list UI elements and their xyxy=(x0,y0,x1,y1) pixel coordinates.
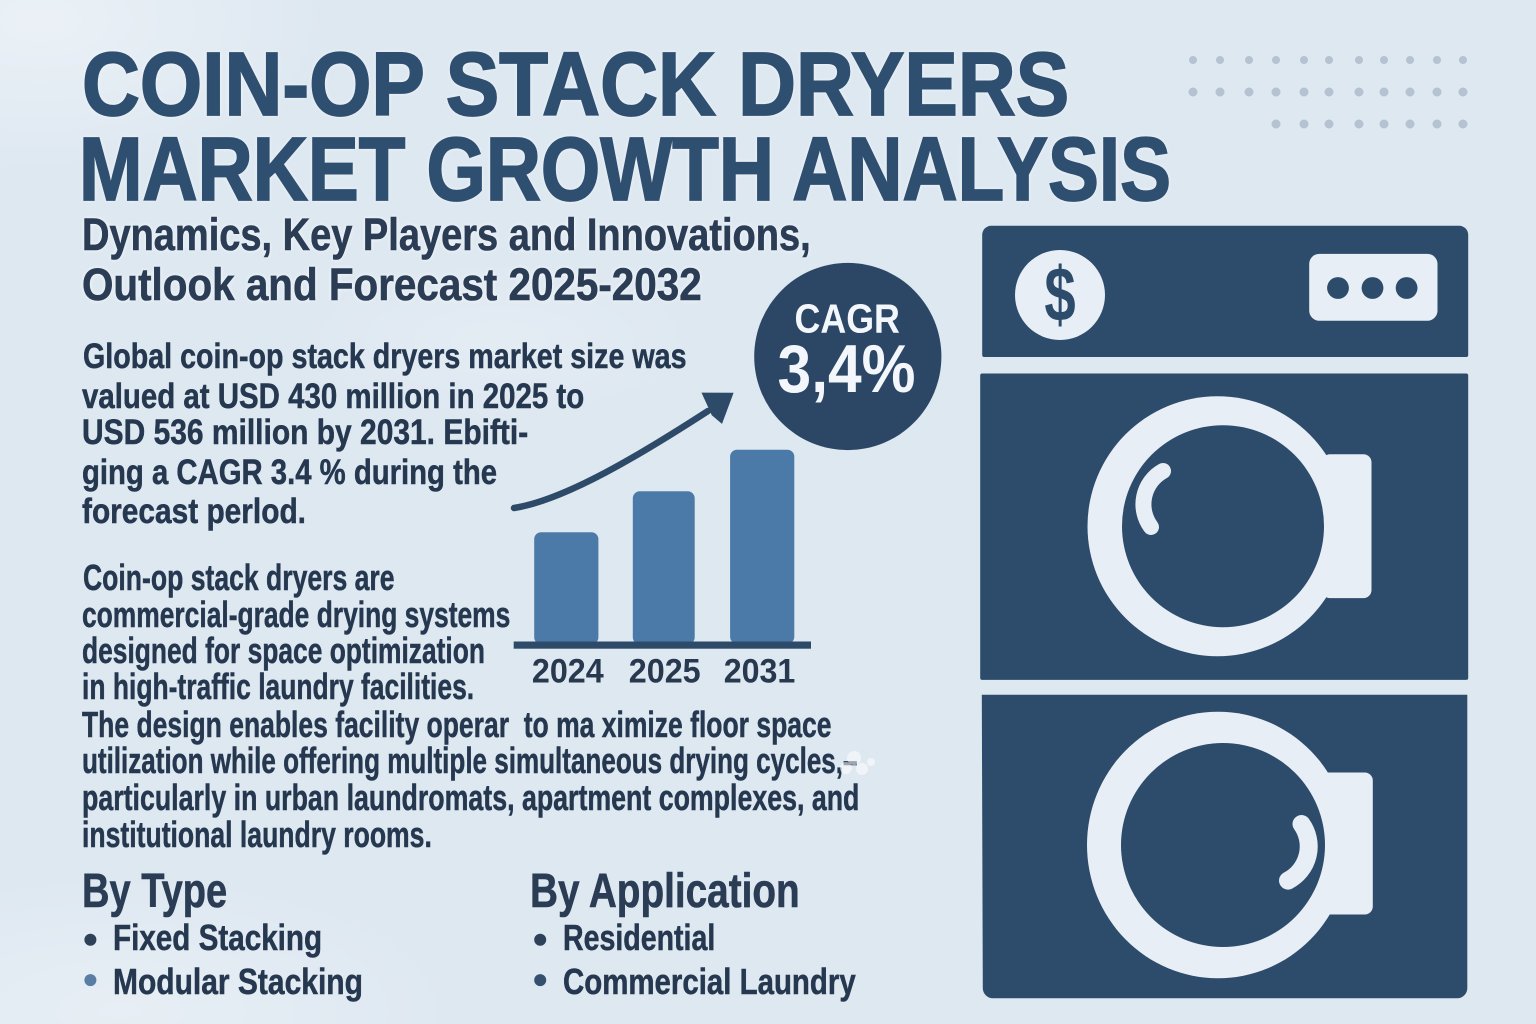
svg-text:CAGR: CAGR xyxy=(794,296,899,342)
svg-text:2025: 2025 xyxy=(629,653,701,691)
svg-text:2031: 2031 xyxy=(724,653,796,691)
svg-text:$: $ xyxy=(1044,252,1075,338)
svg-text:3,4%: 3,4% xyxy=(778,331,916,407)
svg-text:2024: 2024 xyxy=(532,653,604,691)
